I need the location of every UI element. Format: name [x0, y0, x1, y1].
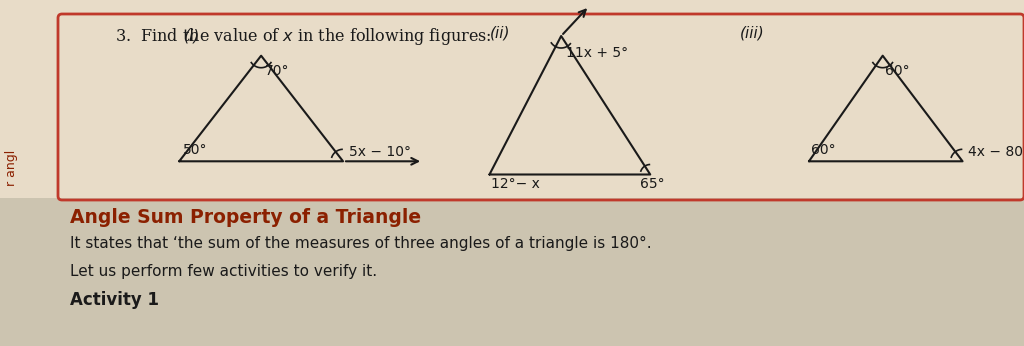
Text: (iii): (iii) — [740, 26, 765, 41]
Text: 60°: 60° — [885, 64, 909, 78]
Text: 11x + 5°: 11x + 5° — [566, 46, 629, 60]
Text: (ii): (ii) — [490, 26, 511, 41]
Text: (i): (i) — [184, 29, 201, 44]
Text: 5x − 10°: 5x − 10° — [349, 145, 411, 159]
Text: r angl: r angl — [5, 150, 18, 186]
Text: 50°: 50° — [183, 143, 208, 157]
Text: 65°: 65° — [640, 176, 665, 191]
Text: Let us perform few activities to verify it.: Let us perform few activities to verify … — [70, 264, 377, 279]
Bar — [0, 0, 1024, 198]
Text: 4x − 80°: 4x − 80° — [968, 145, 1024, 159]
Text: It states that ‘the sum of the measures of three angles of a triangle is 180°.: It states that ‘the sum of the measures … — [70, 236, 651, 251]
Text: Activity 1: Activity 1 — [70, 291, 159, 309]
Text: 12°− x: 12°− x — [492, 176, 541, 191]
Text: 70°: 70° — [265, 64, 290, 78]
Text: 60°: 60° — [811, 143, 836, 157]
Bar — [0, 198, 1024, 346]
Text: Angle Sum Property of a Triangle: Angle Sum Property of a Triangle — [70, 208, 421, 227]
Text: 3.  Find the value of $x$ in the following figures:: 3. Find the value of $x$ in the followin… — [115, 26, 492, 47]
